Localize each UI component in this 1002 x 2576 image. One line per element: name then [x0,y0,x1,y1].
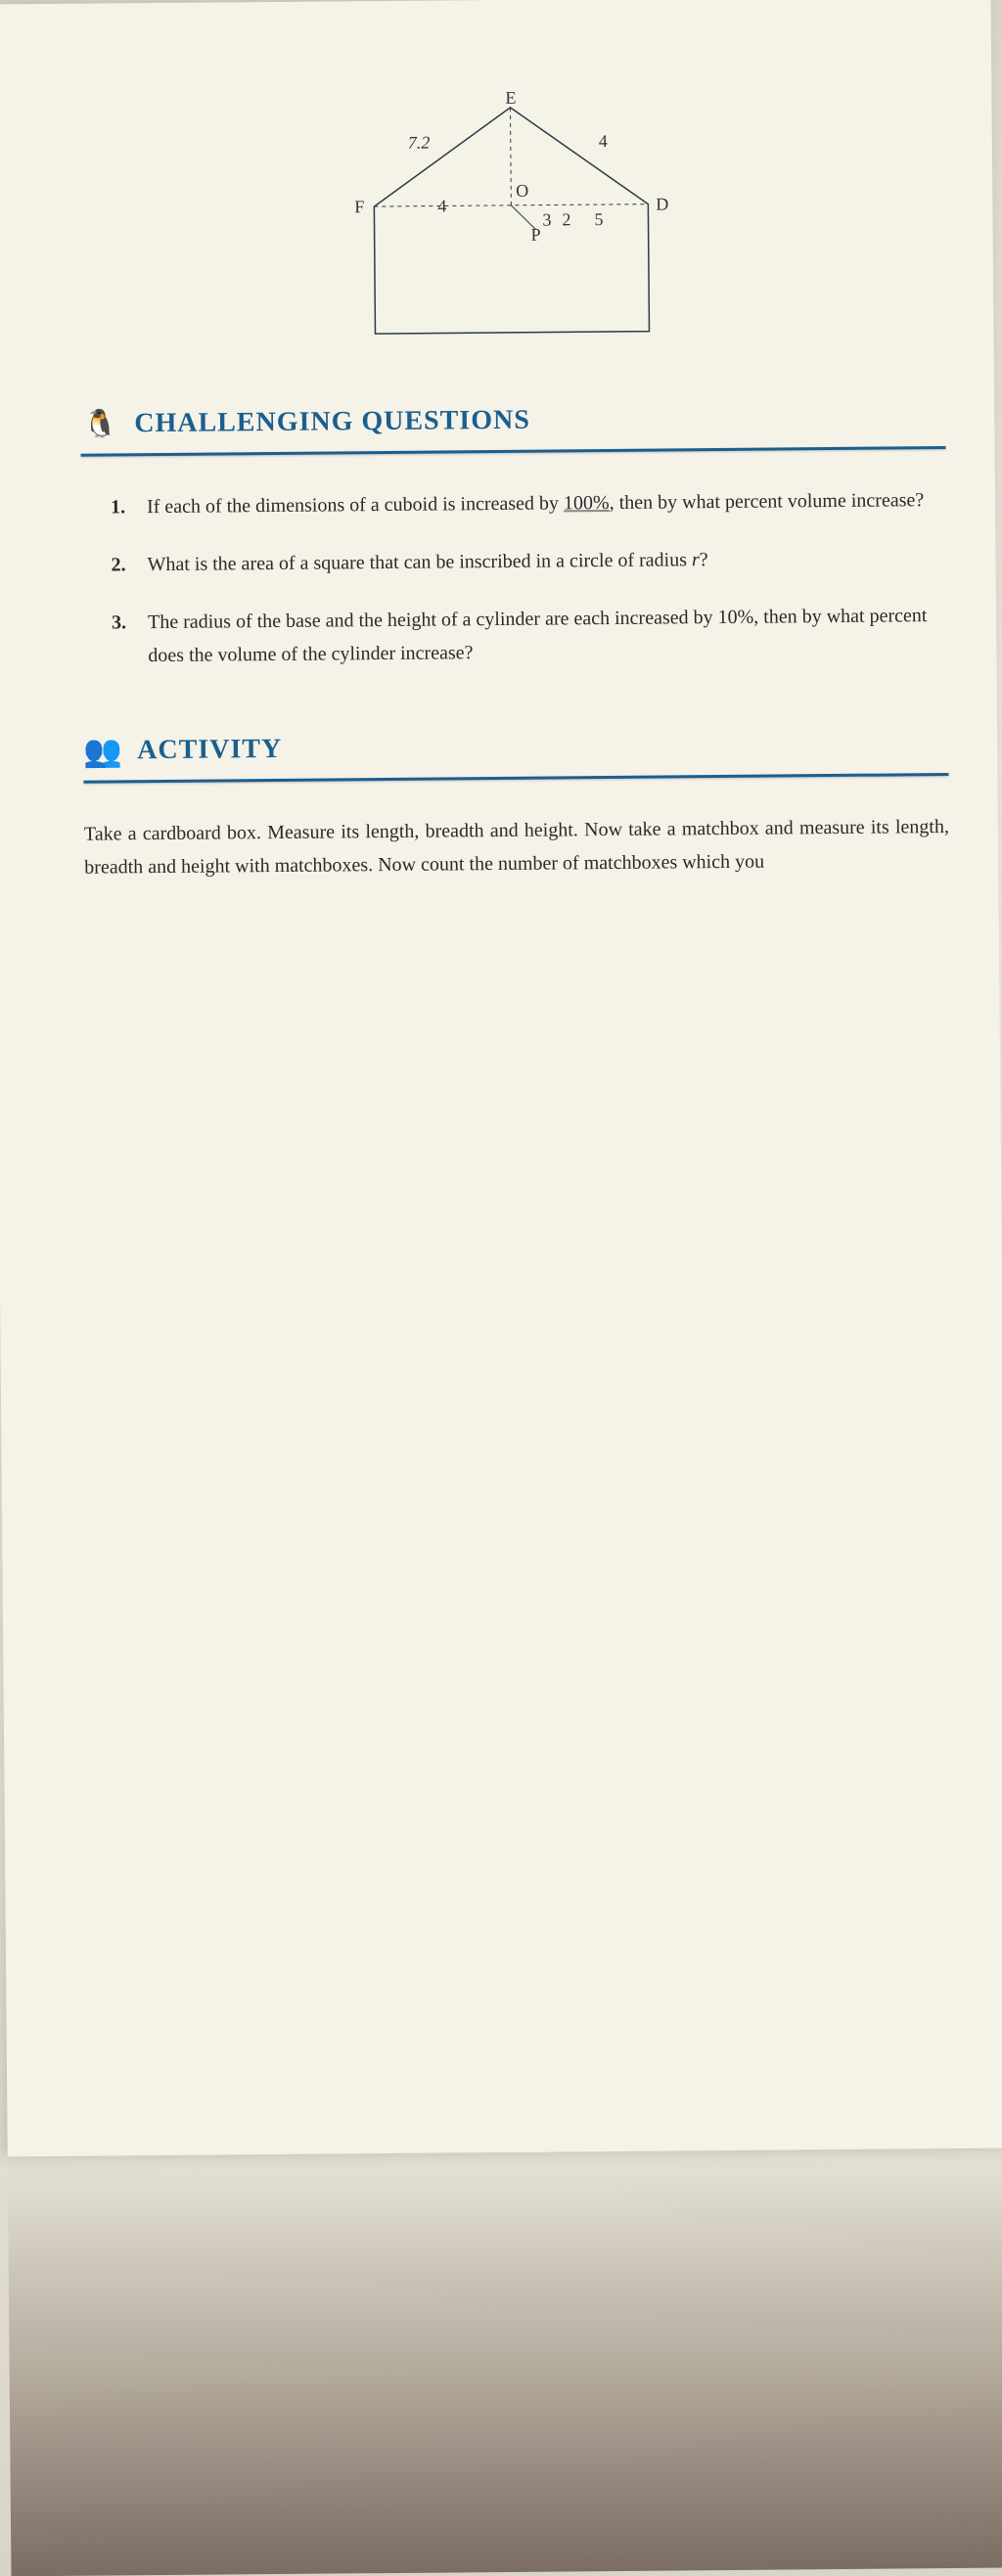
textbook-page: E F D O P 7.2 4 4 5 3 2 🐧 CHALLENGING QU… [0,0,1002,2156]
questions-list: 1. If each of the dimensions of a cuboid… [81,483,948,673]
measure-left: 4 [437,196,446,216]
challenging-divider [81,446,946,457]
measure-bottom-left: 3 [542,210,551,231]
activity-header: 👥 ACTIVITY [83,724,948,771]
page-edge-shadow [8,2176,1002,2576]
question-number: 3. [112,606,137,672]
measure-right-upper: 4 [599,131,608,152]
diagram-container: E F D O P 7.2 4 4 5 3 2 [77,55,945,356]
diagram-svg [314,76,707,353]
challenging-title: CHALLENGING QUESTIONS [134,405,530,440]
question-text: The radius of the base and the height of… [148,599,948,672]
underlined-percent: 100% [564,492,610,514]
measure-topleft: 7.2 [408,133,431,154]
activity-text: Take a cardboard box. Measure its length… [84,810,950,884]
measure-bottom-right: 2 [562,209,570,230]
label-O: O [516,181,528,202]
question-text: If each of the dimensions of a cuboid is… [147,483,946,523]
question-text: What is the area of a square that can be… [147,541,946,581]
measure-right-lower: 5 [594,209,603,230]
activity-icon: 👥 [83,731,122,770]
label-P: P [531,225,541,246]
question-number: 2. [111,548,135,581]
question-1: 1. If each of the dimensions of a cuboid… [111,483,946,523]
question-2: 2. What is the area of a square that can… [111,541,946,581]
geometry-diagram: E F D O P 7.2 4 4 5 3 2 [314,76,707,353]
label-E: E [505,88,516,109]
activity-title: ACTIVITY [137,734,282,766]
challenging-icon: 🐧 [80,404,119,443]
activity-divider [83,773,948,784]
question-number: 1. [111,490,135,523]
q2-text-after: ? [700,549,708,570]
label-D: D [656,194,668,214]
question-3: 3. The radius of the base and the height… [112,599,948,672]
challenging-header: 🐧 CHALLENGING QUESTIONS [80,397,945,444]
label-F: F [354,197,364,217]
q2-text-before: What is the area of a square that can be… [147,549,692,575]
activity-section: 👥 ACTIVITY Take a cardboard box. Measure… [83,724,949,884]
